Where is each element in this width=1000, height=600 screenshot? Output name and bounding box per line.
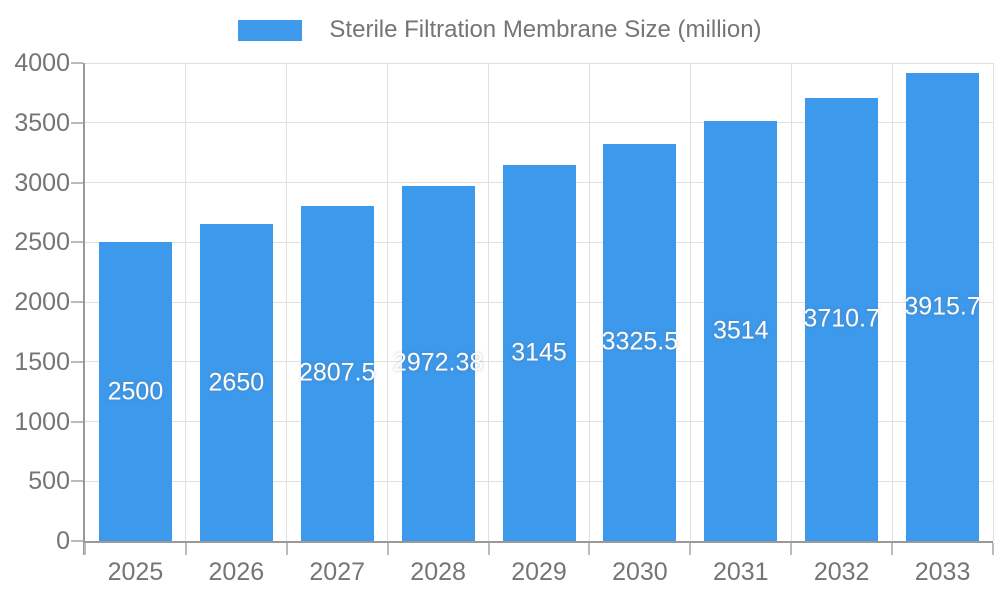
- x-axis-line: [85, 541, 993, 543]
- bar-value-label: 2650: [208, 368, 265, 397]
- x-tick: [689, 543, 692, 555]
- y-tick: [71, 301, 83, 303]
- x-tick: [386, 543, 389, 555]
- x-gridline: [387, 63, 389, 541]
- bar[interactable]: 2500: [98, 242, 172, 541]
- x-gridline: [286, 63, 288, 541]
- bar-value-label: 3325.5: [601, 327, 679, 356]
- bar-value-label: 2972.38: [392, 348, 484, 377]
- x-tick-label: 2028: [410, 558, 466, 586]
- x-tick-label: 2025: [107, 558, 164, 586]
- y-tick-label: 1500: [14, 347, 70, 376]
- x-tick-label: 2029: [511, 558, 567, 586]
- bar-value-label: 3915.7: [904, 292, 981, 321]
- bar[interactable]: 3710.7: [803, 97, 880, 541]
- y-tick: [71, 241, 83, 244]
- x-tick: [891, 543, 894, 555]
- y-tick-label: 3000: [14, 168, 70, 197]
- x-tick: [588, 543, 591, 555]
- y-tick-label: 4000: [14, 49, 70, 77]
- x-tick: [790, 543, 793, 555]
- y-tick: [71, 121, 83, 124]
- x-tick-label: 2027: [309, 558, 366, 586]
- legend: Sterile Filtration Membrane Size (millio…: [0, 16, 1000, 44]
- bar[interactable]: 2807.5: [298, 205, 376, 541]
- legend-label: Sterile Filtration Membrane Size (millio…: [329, 16, 762, 43]
- x-tick: [992, 543, 994, 555]
- x-tick: [84, 543, 86, 555]
- x-tick-label: 2031: [712, 558, 769, 586]
- x-tick-label: 2032: [813, 558, 870, 586]
- x-gridline: [891, 63, 893, 541]
- x-tick: [285, 543, 288, 555]
- y-tick: [71, 360, 83, 363]
- y-gridline: [85, 62, 993, 64]
- x-tick: [487, 543, 490, 555]
- y-tick: [71, 62, 83, 64]
- x-gridline: [185, 63, 187, 541]
- bar[interactable]: 3514: [704, 121, 778, 541]
- y-tick: [71, 181, 83, 184]
- y-tick: [71, 420, 83, 423]
- legend-item[interactable]: Sterile Filtration Membrane Size (millio…: [238, 16, 762, 44]
- x-tick-label: 2026: [208, 558, 265, 586]
- x-gridline: [689, 63, 691, 541]
- bar-value-label: 3145: [511, 338, 567, 367]
- bar-value-label: 3710.7: [803, 304, 880, 333]
- bar[interactable]: 3325.5: [601, 143, 679, 541]
- y-tick-label: 3500: [14, 108, 70, 137]
- bar-value-label: 3514: [712, 316, 769, 345]
- bar[interactable]: 2972.38: [393, 185, 483, 541]
- legend-swatch: [238, 19, 303, 41]
- x-gridline: [790, 63, 792, 541]
- x-gridline: [588, 63, 590, 541]
- x-tick: [184, 543, 187, 555]
- y-axis-line: [83, 63, 85, 555]
- y-tick: [71, 540, 83, 542]
- x-tick-label: 2033: [914, 558, 971, 586]
- bar[interactable]: 2650: [199, 224, 273, 541]
- y-tick-label: 2500: [14, 228, 70, 257]
- x-gridline: [992, 63, 994, 541]
- plot-area: 2500 2650 2807.5 2972.38 3145 3325.5 3514 3710.…: [85, 62, 994, 541]
- x-tick-label: 2030: [612, 558, 668, 586]
- bar[interactable]: 3915.7: [904, 73, 981, 541]
- y-tick-label: 0: [56, 527, 70, 555]
- bar-value-label: 2807.5: [298, 358, 376, 387]
- y-tick-label: 2000: [14, 288, 70, 316]
- y-tick-label: 1000: [14, 407, 70, 436]
- y-tick-label: 500: [28, 467, 70, 496]
- y-gridline: [85, 122, 993, 124]
- bar[interactable]: 3145: [502, 165, 576, 541]
- x-gridline: [488, 63, 490, 541]
- bar-value-label: 2500: [107, 377, 164, 406]
- y-tick: [71, 480, 83, 483]
